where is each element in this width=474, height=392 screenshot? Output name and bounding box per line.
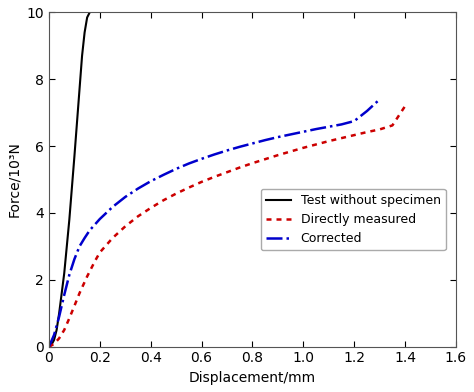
Legend: Test without specimen, Directly measured, Corrected: Test without specimen, Directly measured… (261, 189, 446, 250)
Y-axis label: Force/10³N: Force/10³N (7, 142, 21, 218)
X-axis label: Displacement/mm: Displacement/mm (189, 371, 316, 385)
